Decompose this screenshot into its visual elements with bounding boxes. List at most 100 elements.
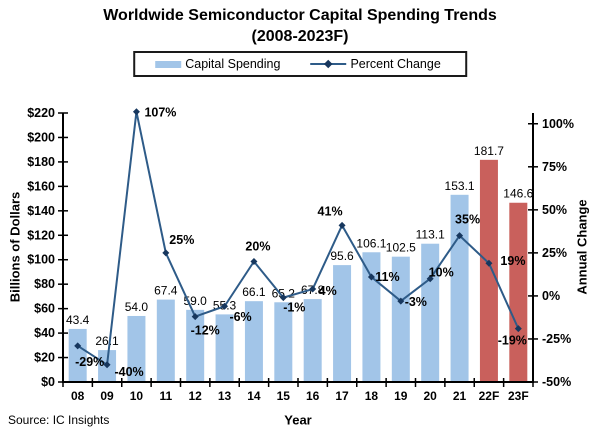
pct-label-10: 107%	[144, 106, 176, 120]
bar-20	[421, 243, 440, 382]
pct-label-08: -29%	[75, 355, 104, 369]
bar-value-label-20: 113.1	[416, 228, 445, 242]
right-axis-tick-label: 0%	[542, 289, 560, 303]
legend-item-percent-change: Percent Change	[310, 57, 441, 71]
bar-value-label-11: 67.4	[154, 284, 178, 298]
x-tick-label-16: 16	[306, 389, 320, 403]
right-axis-tick-label: -50%	[542, 375, 571, 389]
x-axis-title: Year	[284, 412, 312, 428]
pct-label-19: -3%	[405, 295, 427, 309]
bar-value-label-18: 106.1	[356, 236, 386, 250]
pct-marker-13	[221, 302, 229, 310]
pct-marker-12	[191, 313, 199, 321]
bar-value-label-21: 153.1	[445, 179, 475, 193]
legend-label-capital-spending: Capital Spending	[185, 57, 281, 71]
pct-marker-16	[309, 285, 317, 293]
bar-value-label-19: 102.5	[386, 241, 416, 255]
pct-marker-08	[74, 342, 82, 350]
x-tick-label-23F: 23F	[508, 389, 529, 403]
x-tick-label-10: 10	[130, 389, 144, 403]
pct-label-14: 20%	[245, 239, 270, 253]
bar-value-label-14: 66.1	[242, 285, 266, 299]
x-tick-label-09: 09	[100, 389, 114, 403]
bar-22F	[479, 159, 498, 382]
x-tick-label-22F: 22F	[479, 389, 500, 403]
source-note: Source: IC Insights	[8, 413, 110, 427]
bar-17	[333, 265, 352, 382]
bar-value-label-09: 26.1	[95, 334, 119, 348]
bar-15	[274, 302, 293, 382]
bar-19	[391, 256, 410, 382]
pct-label-17: 41%	[318, 204, 343, 218]
x-tick-label-12: 12	[189, 389, 203, 403]
chart-title: Worldwide Semiconductor Capital Spending…	[103, 7, 497, 24]
percent-change-line	[76, 110, 520, 366]
x-tick-label-17: 17	[335, 389, 349, 403]
pct-label-12: -12%	[191, 324, 220, 338]
x-tick-label-08: 08	[71, 389, 85, 403]
y-axis-title-right: Annual Change	[574, 199, 590, 295]
chart-subtitle: (2008-2023F)	[251, 28, 349, 45]
bar-value-label-22F: 181.7	[474, 144, 504, 158]
left-axis-tick-label: $100	[27, 253, 55, 267]
pct-marker-19	[397, 297, 405, 305]
bar-swatch-icon	[155, 60, 182, 68]
x-tick-label-11: 11	[159, 389, 172, 403]
bar-value-label-23F: 146.6	[503, 187, 533, 201]
legend-label-percent-change: Percent Change	[350, 57, 441, 71]
left-axis-tick-label: $200	[27, 130, 55, 144]
pct-marker-17	[338, 221, 346, 229]
pct-label-23F: -19%	[498, 334, 527, 348]
pct-marker-10	[132, 108, 140, 116]
pct-label-11: 25%	[169, 233, 194, 247]
left-axis-tick-label: $160	[27, 179, 55, 193]
left-axis-tick-label: $220	[27, 106, 55, 120]
bar-13	[215, 314, 234, 382]
left-axis-tick-label: $20	[34, 351, 55, 365]
left-axis-tick-label: $40	[34, 326, 55, 340]
pct-label-13: -6%	[229, 310, 251, 324]
x-tick-label-21: 21	[453, 389, 467, 403]
x-tick-label-13: 13	[218, 389, 232, 403]
legend: Capital Spending Percent Change	[133, 51, 467, 77]
pct-marker-23F	[514, 325, 522, 333]
pct-label-21: 35%	[455, 213, 480, 227]
bar-08	[68, 328, 87, 382]
pct-label-18: 11%	[375, 270, 399, 284]
left-axis-tick-label: $80	[34, 277, 55, 291]
left-axis-tick-label: $140	[27, 204, 55, 218]
x-tick-label-19: 19	[394, 389, 408, 403]
pct-marker-21	[456, 232, 464, 240]
right-axis-tick-label: 100%	[542, 117, 574, 131]
left-axis-tick-label: $60	[34, 302, 55, 316]
line-swatch-icon	[310, 59, 347, 69]
pct-label-22F: 19%	[500, 254, 525, 268]
bar-23F	[509, 202, 528, 382]
x-tick-label-14: 14	[247, 389, 261, 403]
bar-10	[127, 315, 146, 382]
bar-value-label-17: 95.6	[330, 249, 354, 263]
x-tick-label-15: 15	[277, 389, 291, 403]
pct-marker-20	[426, 275, 434, 283]
right-axis-tick-label: 50%	[542, 203, 567, 217]
right-axis-tick-label: 25%	[542, 246, 567, 260]
pct-label-16: 4%	[319, 284, 337, 298]
right-axis-tick-label: -25%	[542, 332, 571, 346]
pct-label-09: -40%	[114, 365, 143, 379]
bar-18	[362, 252, 381, 382]
bar-14	[244, 301, 263, 382]
bar-16	[303, 299, 322, 382]
bar-value-label-08: 43.4	[66, 313, 90, 327]
bar-11	[156, 299, 175, 382]
chart-title-block: Worldwide Semiconductor Capital Spending…	[0, 5, 600, 47]
pct-marker-14	[250, 257, 258, 265]
pct-marker-11	[162, 249, 170, 257]
left-axis-tick-label: $0	[41, 375, 55, 389]
pct-label-20: 10%	[429, 266, 454, 280]
y-axis-title-left: Billions of Dollars	[7, 191, 23, 303]
x-tick-label-18: 18	[365, 389, 379, 403]
pct-marker-22F	[485, 259, 493, 267]
pct-marker-09	[103, 361, 111, 369]
